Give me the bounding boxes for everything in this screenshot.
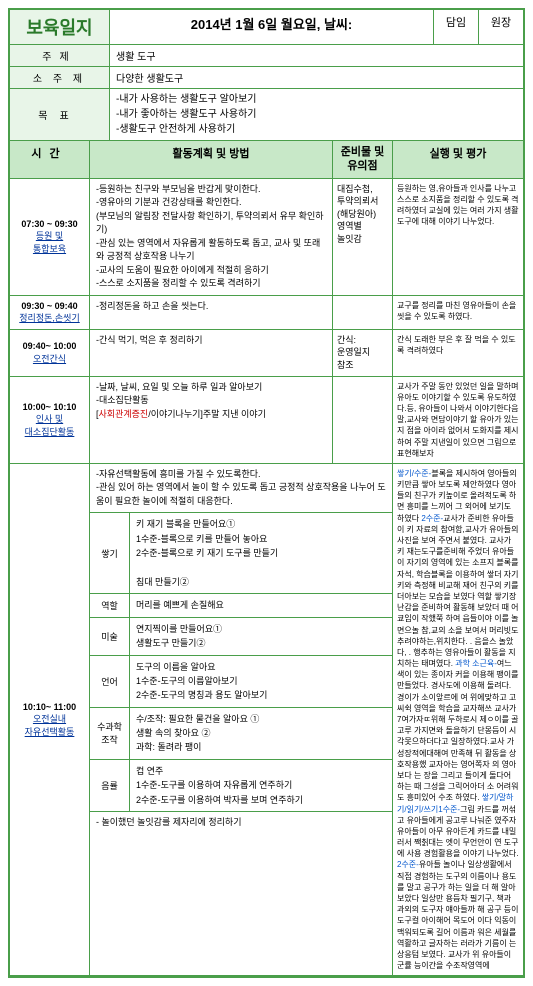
- plan-cell: -등원하는 친구와 부모님을 반갑게 맞이한다.-영유아의 기분과 건강상태를 …: [90, 179, 333, 295]
- activity-name: 인사 및대소집단활동: [14, 413, 85, 438]
- freeplay-time: 10:10~ 11:00: [14, 701, 85, 714]
- schedule-row: 10:00~ 10:10 인사 및대소집단활동 -날짜, 날씨, 요일 및 오늘…: [10, 377, 523, 464]
- time-value: 10:00~ 10:10: [14, 401, 85, 414]
- teacher-sign-label: 담임: [433, 10, 478, 44]
- col-prep-header: 준비물 및 유의점: [333, 141, 393, 178]
- time-cell: 10:00~ 10:10 인사 및대소집단활동: [10, 377, 90, 463]
- activity-areas-table: 쌓기키 재기 블록을 만들어요①1수준-블록으로 키를 만들어 놓아요2수준-블…: [90, 512, 392, 811]
- area-label: 역할: [90, 593, 130, 616]
- area-content: 수/조작: 필요한 물건을 알아요 ① 생활 속의 찾아요 ②과학: 돌려라 팽…: [130, 707, 392, 759]
- time-value: 09:30 ~ 09:40: [14, 300, 85, 313]
- goal-row: 목표 -내가 사용하는 생활도구 알아보기-내가 좋아하는 생활도구 사용하기-…: [10, 89, 523, 141]
- time-value: 09:40~ 10:00: [14, 340, 85, 353]
- area-content: 도구의 이름을 알아요1수준-도구의 이름알아보기2수준-도구의 명칭과 용도 …: [130, 655, 392, 707]
- freeplay-time-cell: 10:10~ 11:00 오전실내자유선택활동: [10, 464, 90, 975]
- header-row: 보육일지 2014년 1월 6일 월요일, 날씨: 담임 원장: [10, 10, 523, 45]
- plan-cell: -간식 먹기, 먹은 후 정리하기: [90, 330, 333, 376]
- table-header: 시간 활동계획 및 방법 준비물 및 유의점 실행 및 평가: [10, 141, 523, 179]
- eval-cell: 간식 도래한 부은 후 잘 먹을 수 있도록 격려하였다: [393, 330, 523, 376]
- subtopic-value: 다양한 생활도구: [110, 67, 523, 88]
- freeplay-eval: 쌓기/수준-블록을 제시하여 영아들의 키만큼 쌓아 보도록 제안하였다 영아들…: [393, 464, 523, 975]
- subject-value: 생활 도구: [110, 45, 523, 66]
- area-content: 키 재기 블록을 만들어요①1수준-블록으로 키를 만들어 놓아요2수준-블록으…: [130, 512, 392, 593]
- col-eval-header: 실행 및 평가: [393, 141, 523, 178]
- goal-value: -내가 사용하는 생활도구 알아보기-내가 좋아하는 생활도구 사용하기-생활도…: [110, 89, 523, 140]
- area-content: 연지찍이를 만들어요①생활도구 만들기②: [130, 617, 392, 655]
- freeplay-bottom-note: - 놀이했던 놀잇감를 제자리에 정리하기: [90, 811, 392, 834]
- goal-label: 목표: [10, 89, 110, 140]
- schedule-rows: 07:30 ~ 09:30 등원 및통합보육 -등원하는 친구와 부모님을 반갑…: [10, 179, 523, 464]
- area-label: 음률: [90, 759, 130, 811]
- schedule-row: 09:40~ 10:00 오전간식 -간식 먹기, 먹은 후 정리하기 간식:운…: [10, 330, 523, 377]
- freeplay-plan-container: -자유선택활동에 흥미를 가질 수 있도록한다.-관심 있어 하는 영역에서 놀…: [90, 464, 393, 975]
- subtopic-row: 소 주 제 다양한 생활도구: [10, 67, 523, 89]
- area-label: 수과학조작: [90, 707, 130, 759]
- area-label: 미술: [90, 617, 130, 655]
- time-cell: 07:30 ~ 09:30 등원 및통합보육: [10, 179, 90, 295]
- subject-row: 주제 생활 도구: [10, 45, 523, 67]
- freeplay-intro: -자유선택활동에 흥미를 가질 수 있도록한다.-관심 있어 하는 영역에서 놀…: [90, 464, 392, 513]
- prep-cell: [333, 377, 393, 463]
- prep-cell: [333, 296, 393, 329]
- eval-cell: 교사가 주말 동안 있었던 일을 말하며 유아도 이야기할 수 있도록 유도하였…: [393, 377, 523, 463]
- subtopic-label: 소 주 제: [10, 67, 110, 88]
- document-title: 보육일지: [10, 10, 110, 44]
- time-cell: 09:30 ~ 09:40 정리정돈,손씻기: [10, 296, 90, 329]
- col-time-header: 시간: [10, 141, 90, 178]
- col-plan-header: 활동계획 및 방법: [90, 141, 333, 178]
- director-sign-label: 원장: [478, 10, 523, 44]
- daycare-journal-page: 보육일지 2014년 1월 6일 월요일, 날씨: 담임 원장 주제 생활 도구…: [8, 8, 525, 978]
- area-content: 머리를 예쁘게 손질해요: [130, 593, 392, 616]
- date-weather: 2014년 1월 6일 월요일, 날씨:: [110, 10, 433, 44]
- plan-cell: -날짜, 날씨, 요일 및 오늘 하루 일과 알아보기-대소집단활동[사회관계증…: [90, 377, 333, 463]
- prep-cell: 대집수첩,투약의뢰서(해당원아)영역별놀잇감: [333, 179, 393, 295]
- time-value: 07:30 ~ 09:30: [14, 218, 85, 231]
- area-label: 쌓기: [90, 512, 130, 593]
- schedule-row: 07:30 ~ 09:30 등원 및통합보육 -등원하는 친구와 부모님을 반갑…: [10, 179, 523, 296]
- activity-name: 등원 및통합보육: [14, 230, 85, 255]
- eval-cell: 등원하는 영,유아들과 인사를 나누고 스스로 소지품을 정리할 수 있도록 격…: [393, 179, 523, 295]
- time-cell: 09:40~ 10:00 오전간식: [10, 330, 90, 376]
- activity-name: 오전간식: [14, 353, 85, 366]
- subject-label: 주제: [10, 45, 110, 66]
- area-label: 언어: [90, 655, 130, 707]
- activity-name: 정리정돈,손씻기: [14, 312, 85, 325]
- eval-cell: 교구를 정리를 마친 영유아들이 손을 씻을 수 있도록 하였다.: [393, 296, 523, 329]
- prep-cell: 간식:운영일지참조: [333, 330, 393, 376]
- schedule-row: 09:30 ~ 09:40 정리정돈,손씻기 -정리정돈을 하고 손을 씻는다.…: [10, 296, 523, 330]
- plan-cell: -정리정돈을 하고 손을 씻는다.: [90, 296, 333, 329]
- freeplay-name: 오전실내자유선택활동: [14, 713, 85, 738]
- freeplay-row: 10:10~ 11:00 오전실내자유선택활동 -자유선택활동에 흥미를 가질 …: [10, 464, 523, 976]
- area-content: 컵 연주1수준-도구를 이용하여 자유롭게 연주하기2수준-도구를 이용하여 박…: [130, 759, 392, 811]
